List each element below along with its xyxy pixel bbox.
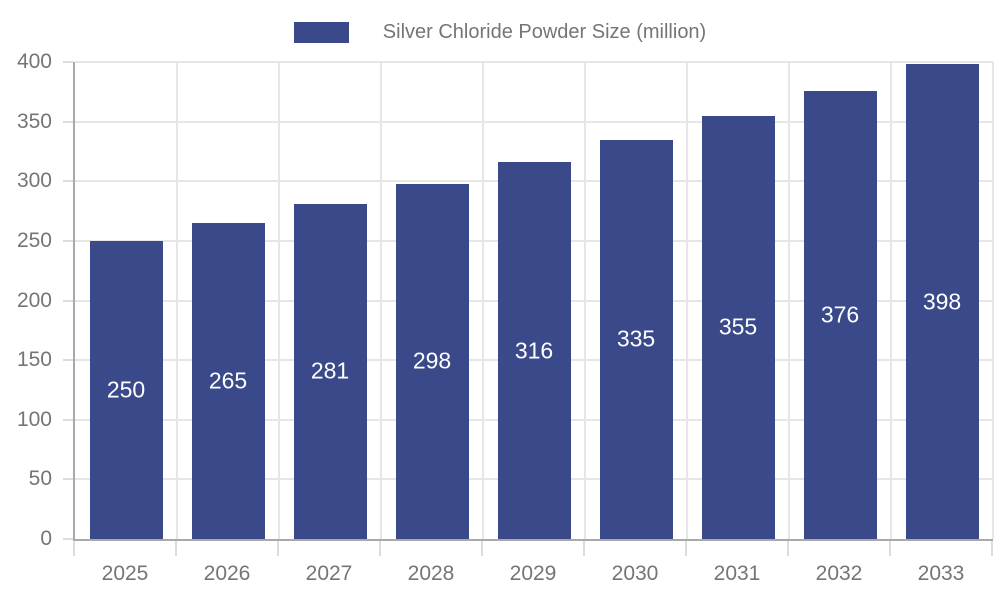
legend: Silver Chloride Powder Size (million) [0, 14, 1000, 50]
x-tick-label: 2031 [713, 562, 761, 585]
x-gridline [686, 62, 688, 539]
y-tick-label: 50 [28, 467, 52, 491]
x-tick-mark [379, 541, 381, 556]
x-gridline [278, 62, 280, 539]
legend-swatch [293, 21, 349, 43]
bar-2032: 376 [803, 90, 877, 539]
x-tick-label: 2028 [407, 562, 455, 585]
y-tick-label: 400 [16, 50, 52, 73]
x-tick-mark [991, 541, 993, 556]
y-tick-mark [63, 418, 73, 421]
y-tick-label: 100 [16, 407, 52, 431]
x-gridline [380, 62, 382, 539]
y-gridline [75, 61, 993, 63]
y-tick-label: 350 [16, 109, 52, 133]
y-tick-label: 250 [16, 228, 52, 252]
x-tick-mark [175, 541, 177, 556]
y-tick-mark [63, 478, 73, 481]
x-gridline [176, 62, 178, 539]
y-tick-mark [63, 299, 73, 302]
bar-value-label: 398 [922, 288, 962, 315]
x-tick-label: 2026 [203, 562, 251, 585]
bar-value-label: 355 [718, 313, 758, 340]
bar-2030: 335 [599, 139, 673, 539]
bar-2028: 298 [395, 183, 469, 539]
y-gridline [75, 120, 993, 123]
y-tick-label: 300 [16, 169, 52, 193]
x-tick-label: 2030 [611, 562, 659, 585]
x-gridline [482, 62, 484, 539]
bar-value-label: 335 [616, 325, 656, 352]
bar-2025: 250 [89, 240, 163, 539]
plot-area: 250 265 281 298 316 335 355 376 398 [73, 61, 994, 541]
x-tick-mark [481, 541, 483, 556]
x-tick-mark [277, 541, 279, 556]
bar-value-label: 316 [514, 337, 554, 364]
x-gridline [584, 62, 586, 539]
x-tick-mark [685, 541, 687, 556]
x-gridline [992, 62, 994, 539]
y-tick-mark [63, 61, 73, 63]
y-tick-mark [63, 120, 73, 123]
y-tick-label: 150 [16, 348, 52, 372]
x-tick-label: 2033 [917, 562, 965, 585]
bar-value-label: 281 [310, 357, 350, 384]
x-gridline [890, 62, 892, 539]
x-tick-label: 2029 [509, 562, 557, 585]
y-tick-label: 0 [40, 527, 52, 550]
bar-value-label: 265 [208, 367, 248, 394]
bar-2026: 265 [191, 223, 265, 539]
x-tick-label: 2025 [101, 562, 149, 585]
legend-label: Silver Chloride Powder Size (million) [382, 20, 707, 43]
bar-2027: 281 [293, 203, 367, 539]
x-gridline [788, 62, 790, 539]
y-tick-mark [63, 538, 73, 540]
bar-value-label: 250 [106, 376, 146, 403]
bar-2031: 355 [701, 115, 775, 539]
bar-value-label: 298 [412, 347, 452, 374]
x-tick-mark [787, 541, 789, 556]
bar-2033: 398 [905, 64, 979, 539]
y-tick-mark [63, 239, 73, 242]
y-tick-mark [63, 359, 73, 362]
x-tick-mark [889, 541, 891, 556]
x-tick-label: 2027 [305, 562, 353, 585]
x-tick-mark [583, 541, 585, 556]
x-tick-mark [73, 541, 75, 556]
y-tick-label: 200 [16, 288, 52, 312]
bar-value-label: 376 [820, 301, 860, 328]
bar-2029: 316 [497, 162, 571, 539]
y-tick-mark [63, 180, 73, 183]
x-tick-label: 2032 [815, 562, 863, 585]
